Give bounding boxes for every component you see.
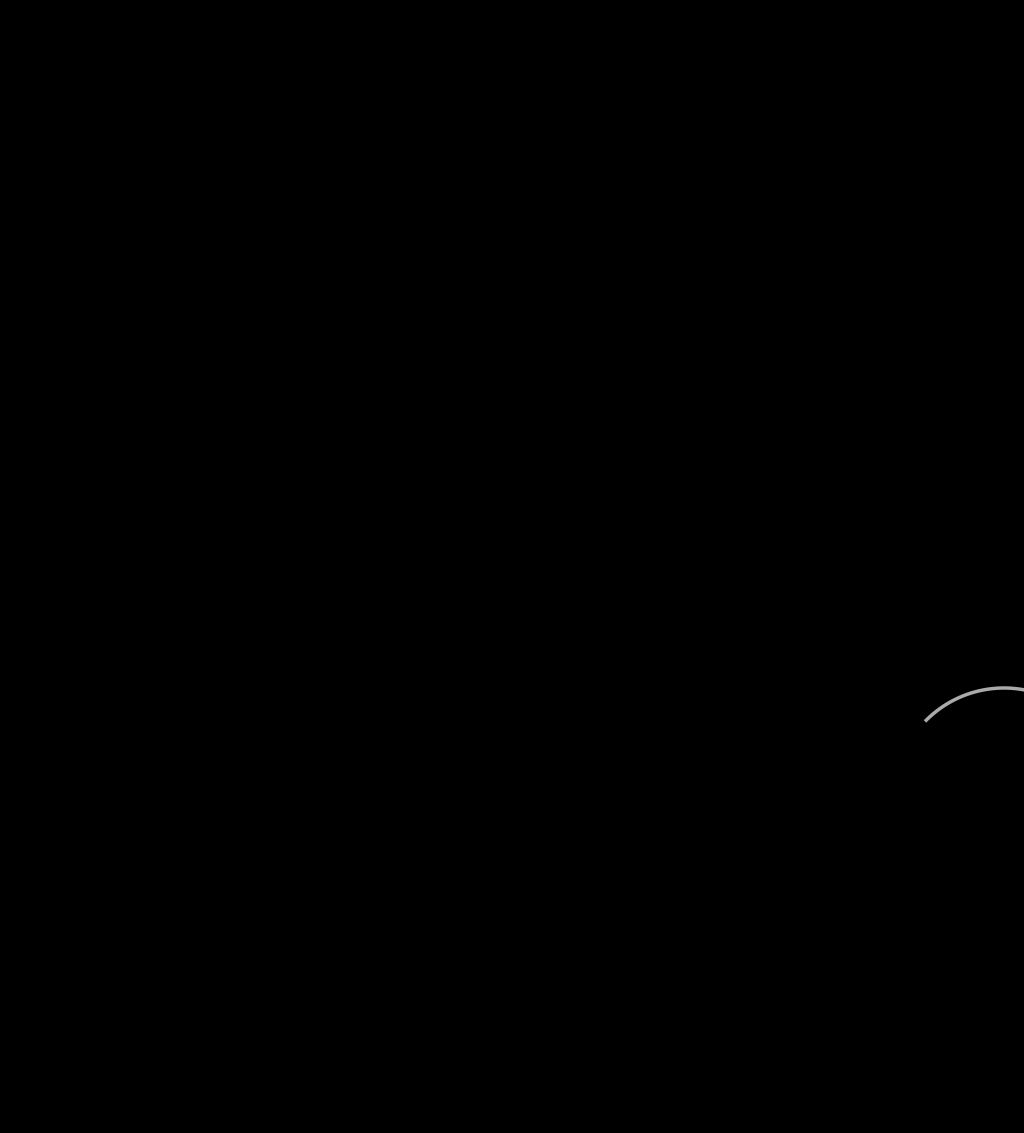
Text: 2 kg: 2 kg [482, 416, 534, 440]
Text: (3)  5 : 2: (3) 5 : 2 [90, 705, 203, 731]
Text: The ratio of tension $T_1$ and $T_2$ is (strings are: The ratio of tension $T_1$ and $T_2$ is … [115, 201, 694, 230]
Text: massless): massless) [115, 252, 246, 278]
Text: (1)  7 : 2: (1) 7 : 2 [90, 645, 203, 671]
Text: $T_2$: $T_2$ [516, 478, 542, 504]
Bar [449, 385, 568, 470]
Text: (4)  2 : 7: (4) 2 : 7 [530, 705, 643, 731]
Text: (2)  7 : 5: (2) 7 : 5 [530, 645, 643, 671]
Text: $T_1$: $T_1$ [516, 343, 542, 369]
Bar [443, 520, 573, 600]
Text: 1.: 1. [50, 202, 75, 228]
Text: 5 kg: 5 kg [482, 548, 534, 572]
Text: [NCERT Pg. 99]: [NCERT Pg. 99] [760, 252, 984, 278]
